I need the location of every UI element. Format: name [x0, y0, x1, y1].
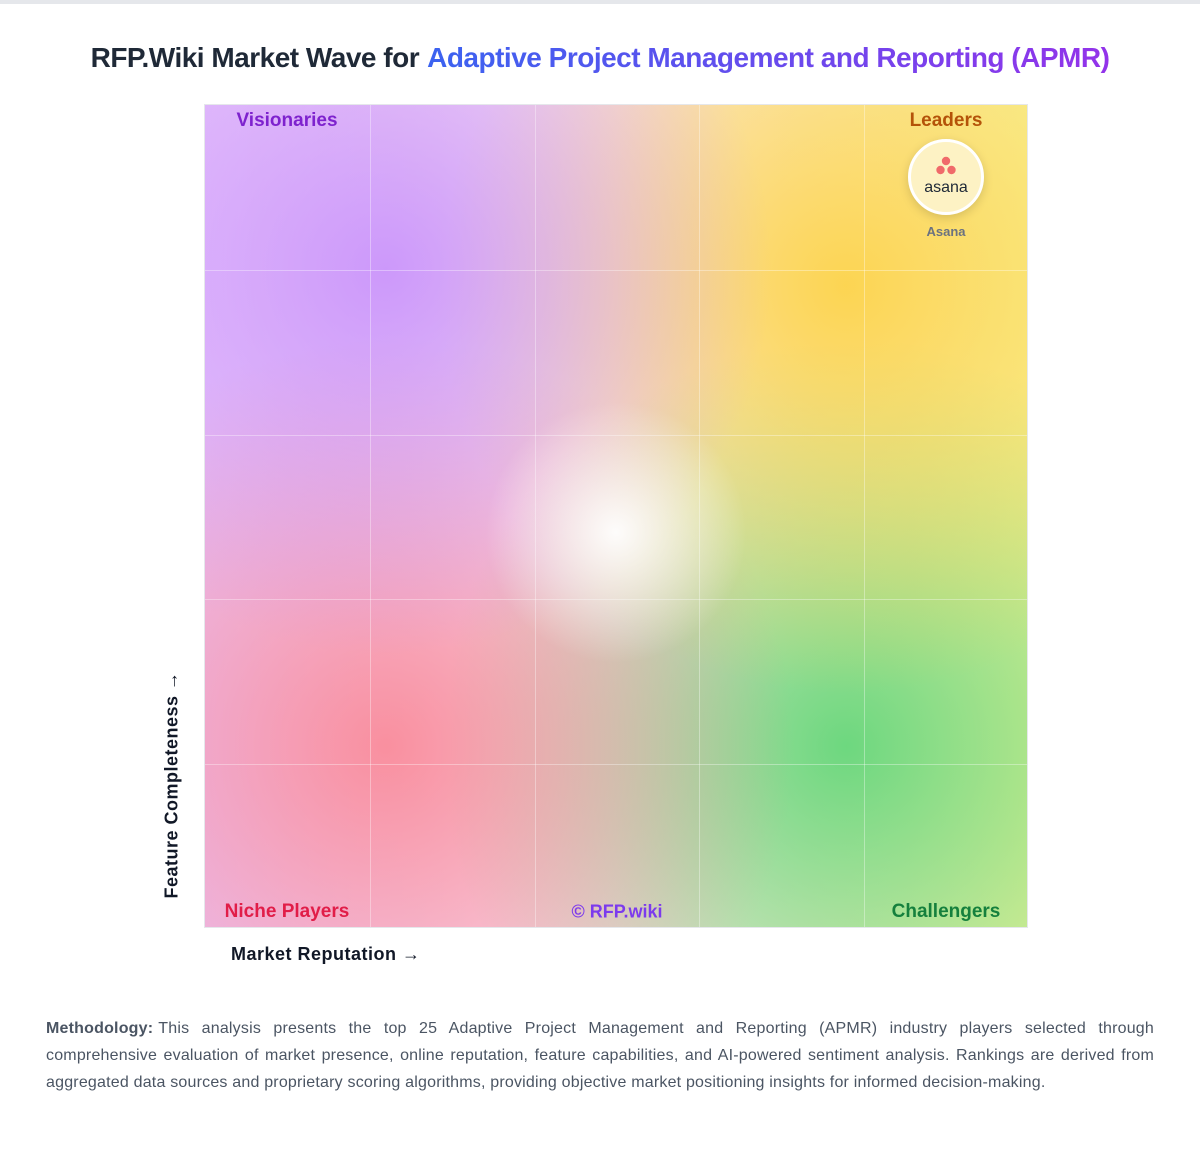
quadrant-label: Challengers: [891, 901, 1001, 922]
logo-icon: [936, 156, 956, 175]
grid-line: [369, 105, 371, 927]
quadrant-label: Niche Players: [224, 901, 350, 922]
quadrant-label: Visionaries: [236, 110, 338, 131]
grid-line: [699, 105, 701, 927]
watermark: © RFP.wiki: [571, 901, 663, 922]
logo-text: asana: [924, 179, 968, 196]
methodology-text: This analysis presents the top 25 Adapti…: [46, 1020, 1154, 1091]
grid-line: [205, 269, 1027, 271]
vendor-bubble[interactable]: asana: [908, 139, 984, 215]
x-axis-label: Market Reputation →: [231, 944, 421, 964]
title-prefix: RFP.Wiki Market Wave for: [90, 42, 420, 73]
quadrant-label: Leaders: [909, 110, 983, 131]
grid-line: [534, 105, 536, 927]
grid-line: [864, 105, 866, 927]
grid-line: [205, 764, 1027, 766]
grid-line: [205, 599, 1027, 601]
title-highlight: Adaptive Project Management and Reportin…: [427, 42, 1110, 73]
top-bar: [0, 0, 1200, 4]
grid-line: [205, 434, 1027, 436]
y-axis-label: Feature Completeness →: [161, 671, 182, 899]
methodology-label: Methodology:: [46, 1020, 154, 1037]
title: RFP.Wiki Market Wave for Adaptive Project…: [0, 42, 1200, 74]
vendor-name: Asana: [926, 224, 966, 239]
quadrant-plot: [204, 104, 1028, 928]
methodology: Methodology: This analysis presents the t…: [46, 1015, 1154, 1096]
